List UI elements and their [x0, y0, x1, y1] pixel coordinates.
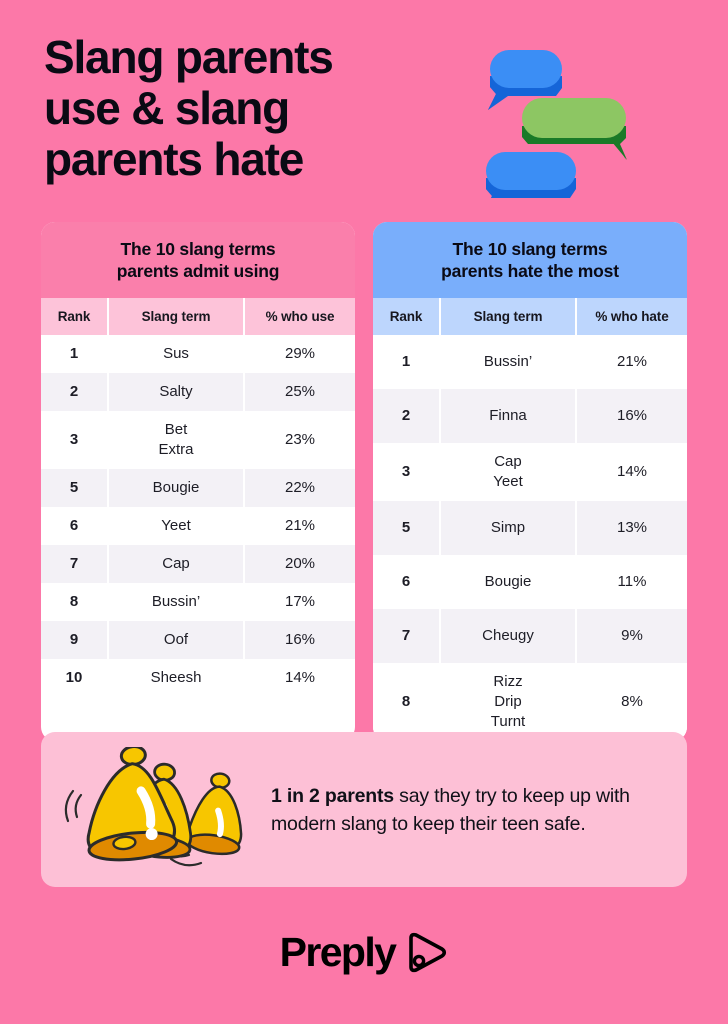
cell-term: Sheesh: [109, 659, 243, 697]
cell-rank: 10: [41, 659, 107, 697]
table-row: 5 Bougie 22%: [41, 469, 355, 507]
bells-icon: [64, 744, 243, 867]
table-row: 9 Oof 16%: [41, 621, 355, 659]
cell-rank: 9: [41, 621, 107, 659]
table-row: 7 Cheugy 9%: [373, 609, 687, 663]
table-banner-title: The 10 slang terms parents hate the most: [373, 222, 687, 298]
cell-rank: 3: [41, 411, 107, 469]
cell-term: Yeet: [109, 507, 243, 545]
table-row: 1 Bussin’ 21%: [373, 335, 687, 389]
cell-pct: 14%: [245, 659, 355, 697]
table-row: 6 Yeet 21%: [41, 507, 355, 545]
cell-term: Bet Extra: [109, 411, 243, 469]
table-column-headers: Rank Slang term % who use: [41, 298, 355, 335]
cell-rank: 6: [41, 507, 107, 545]
cell-term: Cheugy: [441, 609, 575, 663]
cell-rank: 1: [373, 335, 439, 389]
brand-name: Preply: [279, 929, 397, 975]
cell-rank: 3: [373, 443, 439, 501]
cell-term: Bussin’: [441, 335, 575, 389]
speech-bubbles-illustration: [464, 38, 644, 212]
cell-pct: 11%: [577, 555, 687, 609]
table-row: 1 Sus 29%: [41, 335, 355, 373]
cell-pct: 20%: [245, 545, 355, 583]
cell-pct: 23%: [245, 411, 355, 469]
cell-term: Bougie: [109, 469, 243, 507]
table-row: 6 Bougie 11%: [373, 555, 687, 609]
table-row: 10 Sheesh 14%: [41, 659, 355, 697]
cell-rank: 2: [41, 373, 107, 411]
preply-logo[interactable]: Preply: [0, 930, 728, 974]
cell-pct: 22%: [245, 469, 355, 507]
table-row: 2 Finna 16%: [373, 389, 687, 443]
table-row: 8 Bussin’ 17%: [41, 583, 355, 621]
cell-pct: 13%: [577, 501, 687, 555]
table-row: 8 Rizz Drip Turnt 8%: [373, 663, 687, 741]
table-slang-parents-hate: The 10 slang terms parents hate the most…: [373, 222, 687, 741]
cell-term: Finna: [441, 389, 575, 443]
column-header-pct: % who hate: [577, 298, 687, 335]
cell-rank: 8: [41, 583, 107, 621]
bells-illustration: [41, 744, 271, 872]
tables-container: The 10 slang terms parents admit using R…: [41, 222, 687, 741]
table-banner-title: The 10 slang terms parents admit using: [41, 222, 355, 298]
cell-rank: 7: [373, 609, 439, 663]
cell-term: Bougie: [441, 555, 575, 609]
column-header-rank: Rank: [373, 298, 439, 335]
callout-stat: 1 in 2 parents: [271, 784, 394, 807]
cell-term: Rizz Drip Turnt: [441, 663, 575, 741]
cell-rank: 1: [41, 335, 107, 373]
cell-term: Simp: [441, 501, 575, 555]
cell-term: Sus: [109, 335, 243, 373]
cell-pct: 21%: [245, 507, 355, 545]
cell-term: Salty: [109, 373, 243, 411]
cell-rank: 8: [373, 663, 439, 741]
cell-pct: 25%: [245, 373, 355, 411]
cell-term: Cap Yeet: [441, 443, 575, 501]
callout-text: 1 in 2 parents say they try to keep up w…: [271, 782, 687, 838]
cell-term: Bussin’: [109, 583, 243, 621]
cell-pct: 16%: [577, 389, 687, 443]
column-header-term: Slang term: [109, 298, 243, 335]
cell-term: Cap: [109, 545, 243, 583]
page-title: Slang parents use & slang parents hate: [44, 31, 334, 185]
column-header-pct: % who use: [245, 298, 355, 335]
cell-rank: 5: [373, 501, 439, 555]
cell-pct: 16%: [245, 621, 355, 659]
preply-speech-play-icon: [409, 932, 447, 973]
table-row: 7 Cap 20%: [41, 545, 355, 583]
cell-pct: 14%: [577, 443, 687, 501]
speech-bubbles-icon: [484, 50, 627, 212]
header: Slang parents use & slang parents hate: [44, 31, 684, 212]
cell-pct: 29%: [245, 335, 355, 373]
cell-pct: 21%: [577, 335, 687, 389]
cell-rank: 6: [373, 555, 439, 609]
table-row: 5 Simp 13%: [373, 501, 687, 555]
cell-pct: 9%: [577, 609, 687, 663]
cell-rank: 7: [41, 545, 107, 583]
cell-term: Oof: [109, 621, 243, 659]
cell-rank: 2: [373, 389, 439, 443]
callout-banner: 1 in 2 parents say they try to keep up w…: [41, 732, 687, 887]
cell-pct: 8%: [577, 663, 687, 741]
cell-rank: 5: [41, 469, 107, 507]
column-header-rank: Rank: [41, 298, 107, 335]
cell-pct: 17%: [245, 583, 355, 621]
table-row: 3 Cap Yeet 14%: [373, 443, 687, 501]
column-header-term: Slang term: [441, 298, 575, 335]
table-column-headers: Rank Slang term % who hate: [373, 298, 687, 335]
table-row: 2 Salty 25%: [41, 373, 355, 411]
table-row: 3 Bet Extra 23%: [41, 411, 355, 469]
table-slang-parents-use: The 10 slang terms parents admit using R…: [41, 222, 355, 741]
callout-body: say they try to keep up with modern slan…: [271, 784, 630, 835]
